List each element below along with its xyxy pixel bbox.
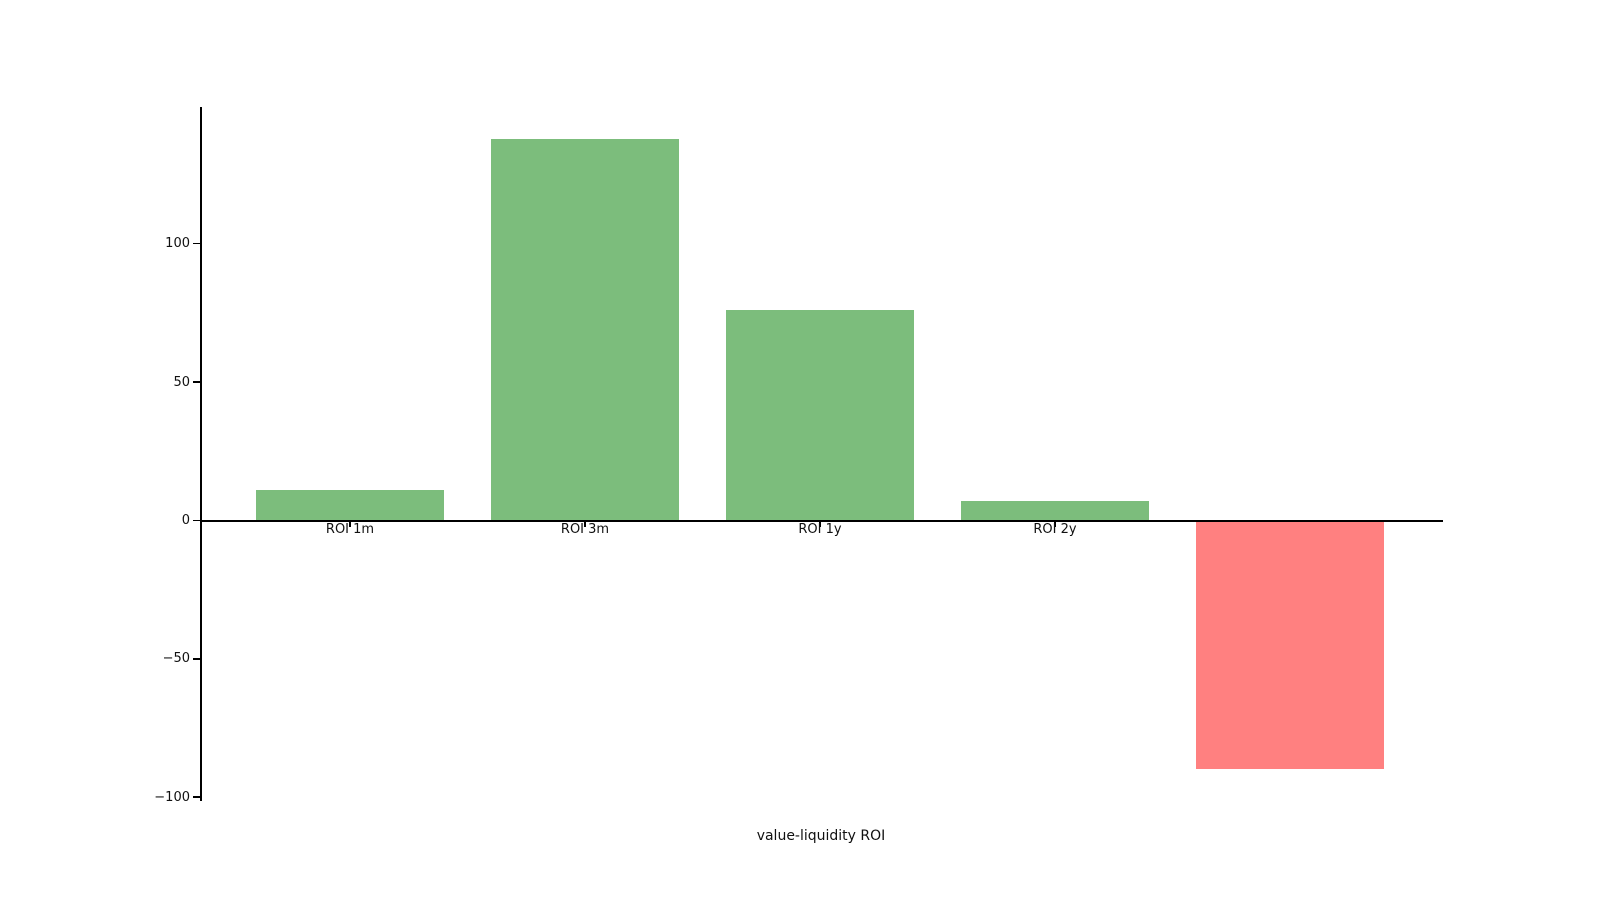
y-axis-spine [200, 107, 202, 801]
y-tick-label: 100 [165, 236, 190, 252]
x-tick-label: ROI 1m [325, 522, 375, 538]
bar-roi-3m [491, 138, 679, 521]
y-tick-label: −50 [162, 651, 190, 667]
y-tick-mark [193, 242, 200, 245]
y-tick-label: 0 [181, 512, 190, 528]
x-axis-zero-line [200, 520, 1443, 522]
bar-roi-2y [961, 501, 1149, 521]
y-tick-mark [193, 658, 200, 660]
bar-roi-1y [726, 310, 914, 521]
x-tick-mark [584, 520, 586, 528]
y-tick-mark [193, 381, 200, 383]
x-axis-title: value-liquidity ROI [756, 828, 886, 844]
x-tick-label: ROI 1y [798, 522, 842, 538]
x-tick-mark [349, 520, 351, 528]
bar-roi-1m [256, 489, 444, 521]
x-tick-mark [1054, 520, 1056, 528]
y-tick-label: 50 [173, 374, 190, 390]
y-tick-label: −100 [154, 789, 190, 805]
bar-unlabeled-5 [1196, 520, 1384, 770]
y-tick-mark [193, 519, 200, 522]
y-tick-mark [193, 796, 200, 798]
x-tick-label: ROI 2y [1033, 522, 1077, 538]
x-tick-label: ROI 3m [560, 522, 610, 538]
x-tick-mark [819, 520, 821, 528]
